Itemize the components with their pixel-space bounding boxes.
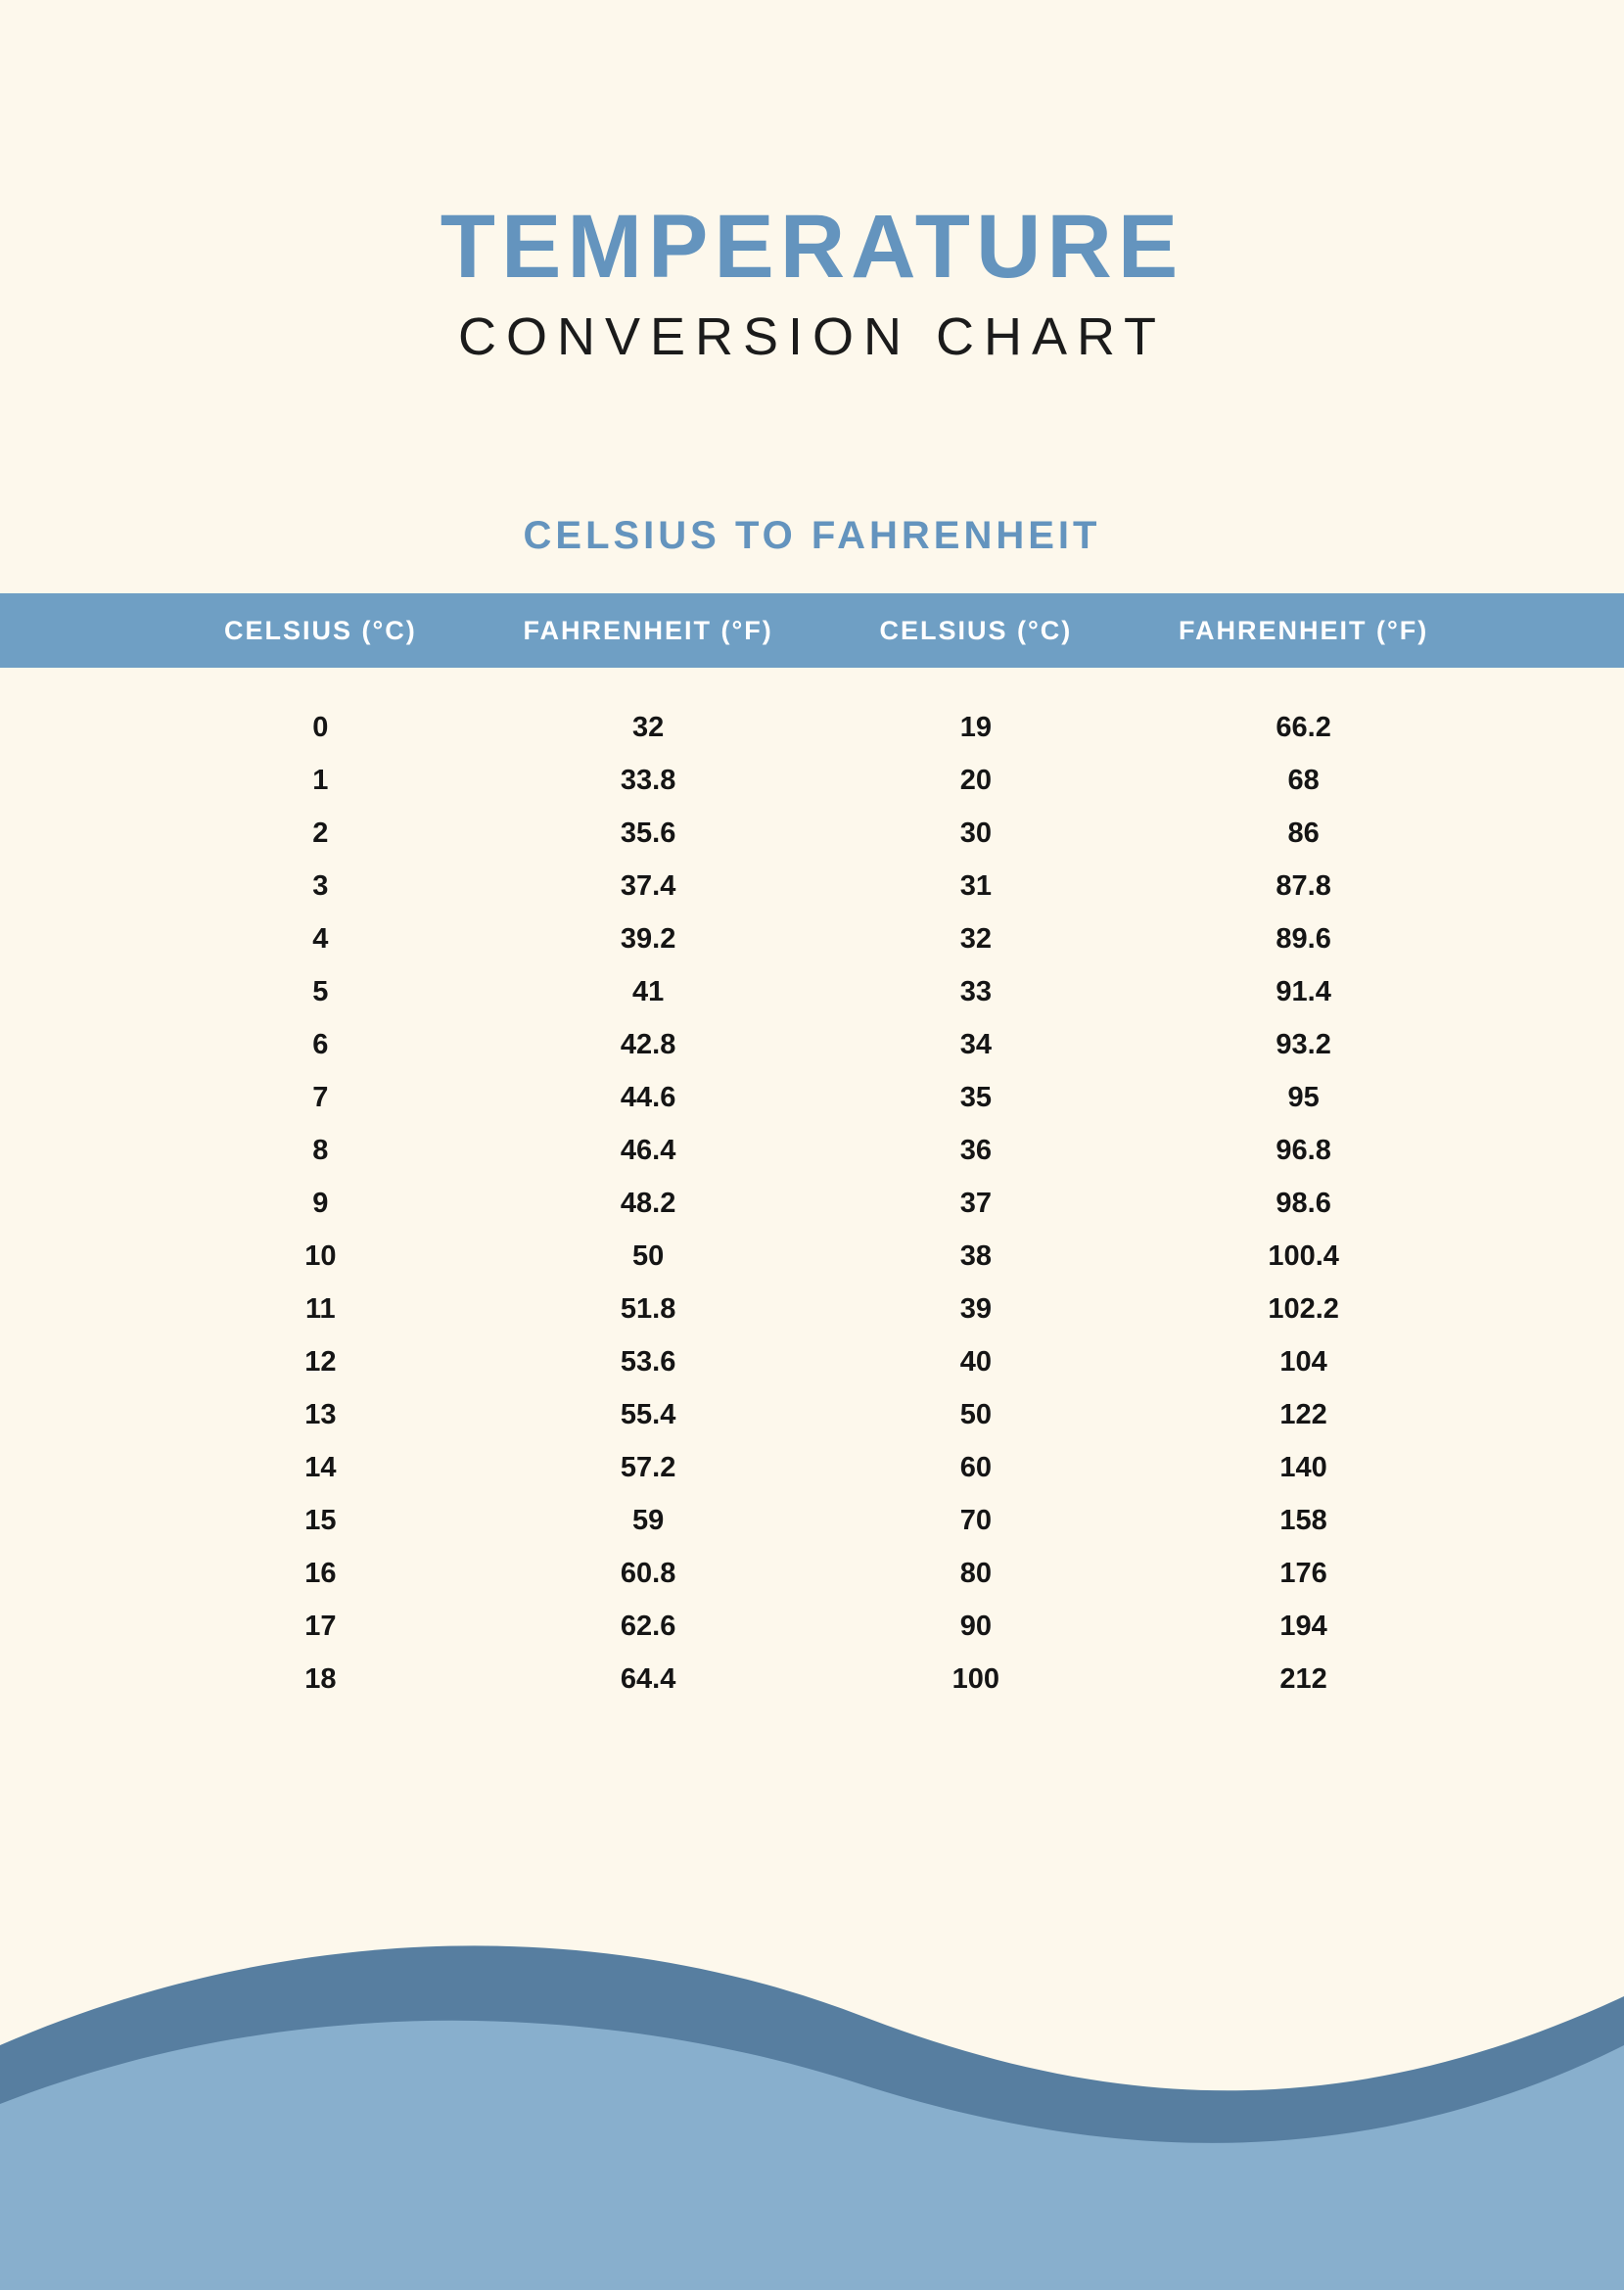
table-cell: 12 <box>304 1335 336 1388</box>
table-cell: 20 <box>960 754 992 807</box>
conversion-table: 0123456789101112131415161718 3233.835.63… <box>0 668 1624 1706</box>
table-cell: 15 <box>304 1494 336 1547</box>
table-cell: 70 <box>960 1494 992 1547</box>
table-cell: 122 <box>1279 1388 1326 1441</box>
table-cell: 33.8 <box>621 754 675 807</box>
table-cell: 104 <box>1279 1335 1326 1388</box>
table-cell: 10 <box>304 1230 336 1283</box>
table-cell: 140 <box>1279 1441 1326 1494</box>
table-cell: 30 <box>960 807 992 860</box>
table-cell: 80 <box>960 1547 992 1600</box>
table-cell: 2 <box>312 807 328 860</box>
table-cell: 100.4 <box>1268 1230 1339 1283</box>
table-cell: 91.4 <box>1276 965 1330 1018</box>
page-header: TEMPERATURE CONVERSION CHART <box>0 0 1624 367</box>
table-cell: 68 <box>1287 754 1319 807</box>
table-cell: 95 <box>1287 1071 1319 1124</box>
page-title: TEMPERATURE <box>0 196 1624 299</box>
table-cell: 35 <box>960 1071 992 1124</box>
table-header-band: CELSIUS (°C) FAHRENHEIT (°F) CELSIUS (°C… <box>0 593 1624 668</box>
table-cell: 59 <box>632 1494 664 1547</box>
table-cell: 18 <box>304 1653 336 1706</box>
col-header-fahrenheit-1: FAHRENHEIT (°F) <box>485 616 812 646</box>
table-cell: 93.2 <box>1276 1018 1330 1071</box>
table-cell: 176 <box>1279 1547 1326 1600</box>
table-cell: 51.8 <box>621 1283 675 1335</box>
table-cell: 9 <box>312 1177 328 1230</box>
table-cell: 11 <box>305 1283 336 1335</box>
table-cell: 35.6 <box>621 807 675 860</box>
table-cell: 89.6 <box>1276 912 1330 965</box>
page: TEMPERATURE CONVERSION CHART CELSIUS TO … <box>0 0 1624 2290</box>
table-cell: 48.2 <box>621 1177 675 1230</box>
table-cell: 102.2 <box>1268 1283 1339 1335</box>
table-cell: 57.2 <box>621 1441 675 1494</box>
table-cell: 212 <box>1279 1653 1326 1706</box>
table-cell: 6 <box>312 1018 328 1071</box>
table-cell: 7 <box>312 1071 328 1124</box>
table-cell: 46.4 <box>621 1124 675 1177</box>
table-cell: 37.4 <box>621 860 675 912</box>
table-cell: 32 <box>960 912 992 965</box>
table-cell: 36 <box>960 1124 992 1177</box>
table-cell: 39.2 <box>621 912 675 965</box>
table-cell: 32 <box>632 701 664 754</box>
table-cell: 34 <box>960 1018 992 1071</box>
section-heading: CELSIUS TO FAHRENHEIT <box>0 514 1624 558</box>
table-cell: 16 <box>304 1547 336 1600</box>
table-cell: 13 <box>304 1388 336 1441</box>
table-cell: 96.8 <box>1276 1124 1330 1177</box>
table-cell: 64.4 <box>621 1653 675 1706</box>
table-cell: 98.6 <box>1276 1177 1330 1230</box>
table-cell: 194 <box>1279 1600 1326 1653</box>
table-cell: 158 <box>1279 1494 1326 1547</box>
table-cell: 42.8 <box>621 1018 675 1071</box>
table-cell: 60.8 <box>621 1547 675 1600</box>
table-cell: 1 <box>312 754 328 807</box>
table-col-2: 192030313233343536373839405060708090100 <box>812 701 1140 1706</box>
table-cell: 8 <box>312 1124 328 1177</box>
table-cell: 38 <box>960 1230 992 1283</box>
col-header-fahrenheit-2: FAHRENHEIT (°F) <box>1139 616 1467 646</box>
table-col-0: 0123456789101112131415161718 <box>157 701 485 1706</box>
table-col-3: 66.2688687.889.691.493.29596.898.6100.41… <box>1139 701 1467 1706</box>
table-cell: 90 <box>960 1600 992 1653</box>
table-cell: 40 <box>960 1335 992 1388</box>
table-cell: 5 <box>312 965 328 1018</box>
table-cell: 3 <box>312 860 328 912</box>
table-cell: 62.6 <box>621 1600 675 1653</box>
col-header-celsius-1: CELSIUS (°C) <box>157 616 485 646</box>
table-cell: 41 <box>632 965 664 1018</box>
col-header-celsius-2: CELSIUS (°C) <box>812 616 1140 646</box>
table-cell: 60 <box>960 1441 992 1494</box>
table-cell: 87.8 <box>1276 860 1330 912</box>
table-cell: 86 <box>1287 807 1319 860</box>
table-cell: 0 <box>312 701 328 754</box>
table-cell: 31 <box>960 860 992 912</box>
table-cell: 55.4 <box>621 1388 675 1441</box>
table-cell: 4 <box>312 912 328 965</box>
table-cell: 100 <box>952 1653 999 1706</box>
table-cell: 50 <box>960 1388 992 1441</box>
table-cell: 39 <box>960 1283 992 1335</box>
table-cell: 50 <box>632 1230 664 1283</box>
table-cell: 19 <box>960 701 992 754</box>
table-cell: 33 <box>960 965 992 1018</box>
page-subtitle: CONVERSION CHART <box>0 306 1624 367</box>
table-cell: 14 <box>304 1441 336 1494</box>
table-cell: 53.6 <box>621 1335 675 1388</box>
table-col-1: 3233.835.637.439.24142.844.646.448.25051… <box>485 701 812 1706</box>
table-cell: 66.2 <box>1276 701 1330 754</box>
table-cell: 17 <box>304 1600 336 1653</box>
table-cell: 37 <box>960 1177 992 1230</box>
table-cell: 44.6 <box>621 1071 675 1124</box>
footer-wave-decoration <box>0 1879 1624 2290</box>
